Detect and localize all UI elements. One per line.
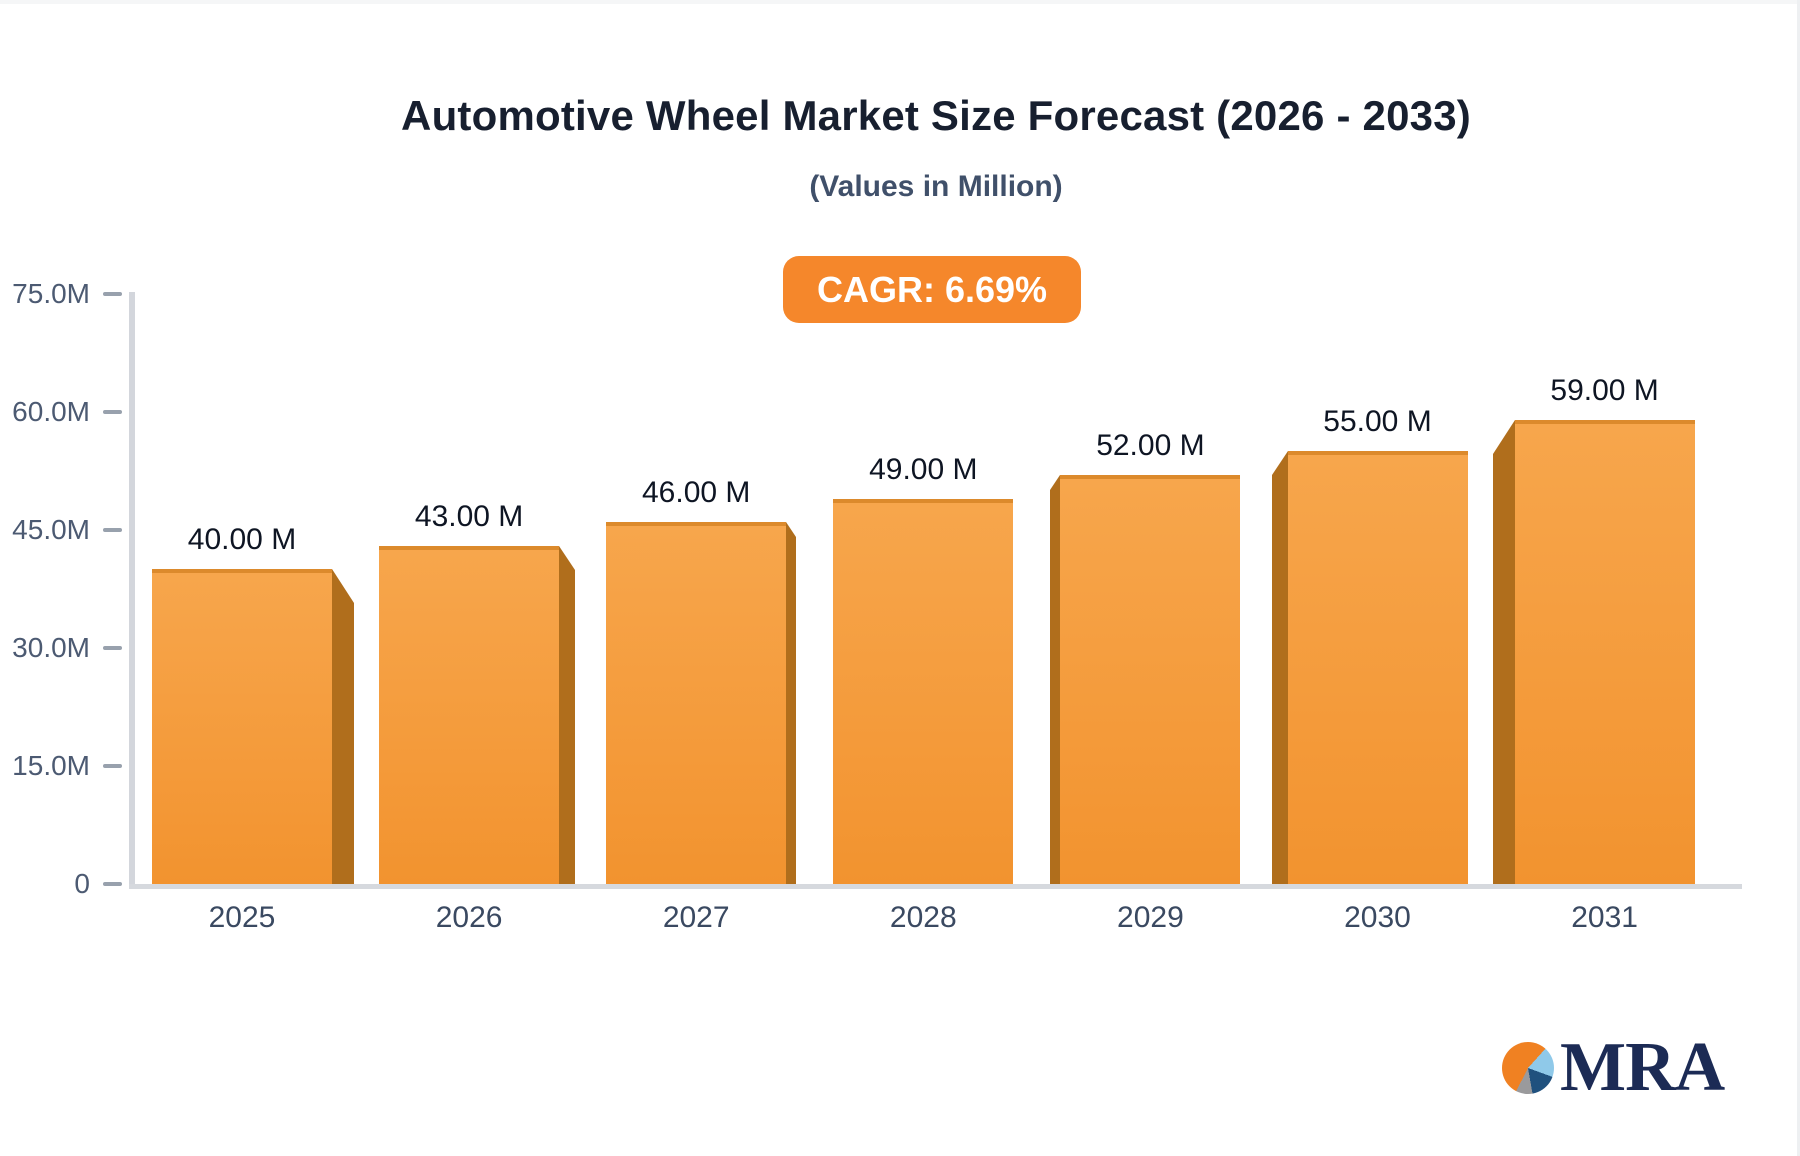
bar-3d-side bbox=[332, 569, 354, 884]
x-axis-line bbox=[129, 884, 1742, 889]
y-tick-label: 30.0M bbox=[12, 632, 90, 663]
y-tick-mark bbox=[103, 528, 122, 532]
chart-title: Automotive Wheel Market Size Forecast (2… bbox=[401, 92, 1471, 139]
x-tick-label: 2031 bbox=[1571, 901, 1638, 934]
chart-subtitle: (Values in Million) bbox=[809, 170, 1063, 203]
bar-value-label: 59.00 M bbox=[1550, 374, 1659, 407]
bar-value-label: 43.00 M bbox=[414, 500, 524, 533]
x-tick-label: 2027 bbox=[662, 901, 730, 934]
cagr-badge: CAGR: 6.69% bbox=[783, 256, 1082, 323]
y-tick-label: 15.0M bbox=[12, 750, 90, 781]
bar-2029 bbox=[1060, 475, 1240, 884]
bar-3d-side bbox=[1493, 420, 1515, 884]
bar-2027 bbox=[606, 522, 786, 884]
bar-value-label: 40.00 M bbox=[187, 523, 297, 556]
x-tick-label: 2029 bbox=[1117, 901, 1184, 934]
y-tick-label: 60.0M bbox=[12, 396, 90, 427]
x-tick-label: 2028 bbox=[889, 901, 957, 934]
bar-2026 bbox=[379, 546, 559, 884]
y-tick-mark bbox=[103, 292, 122, 296]
bar-value-label: 46.00 M bbox=[641, 476, 751, 509]
right-border-line bbox=[1797, 0, 1800, 1156]
bar-value-label: 49.00 M bbox=[869, 453, 978, 486]
y-tick-label: 0 bbox=[74, 868, 90, 899]
bar-3d-side bbox=[1050, 475, 1060, 884]
y-tick-mark bbox=[103, 882, 122, 886]
y-tick-mark bbox=[103, 646, 122, 650]
bar-2028 bbox=[833, 499, 1013, 884]
bar-2031 bbox=[1515, 420, 1695, 884]
bar-value-label: 55.00 M bbox=[1323, 405, 1432, 438]
bar-3d-side bbox=[1272, 451, 1288, 884]
bar-2030 bbox=[1288, 451, 1468, 884]
y-tick-mark bbox=[103, 410, 122, 414]
bar-2025 bbox=[152, 569, 332, 884]
y-tick-mark bbox=[103, 764, 122, 768]
x-tick-label: 2026 bbox=[435, 901, 503, 934]
y-tick-label: 45.0M bbox=[12, 514, 90, 545]
top-border-line bbox=[0, 0, 1800, 4]
bar-3d-side bbox=[786, 522, 796, 884]
brand-logo-text: MRA bbox=[1560, 1029, 1725, 1106]
y-tick-label: 75.0M bbox=[12, 278, 90, 309]
x-tick-label: 2030 bbox=[1344, 901, 1411, 934]
x-tick-label: 2025 bbox=[208, 901, 276, 934]
bar-3d-side bbox=[559, 546, 575, 884]
bar-value-label: 52.00 M bbox=[1096, 429, 1205, 462]
brand-logo: MRA bbox=[1502, 1029, 1725, 1106]
y-axis-line bbox=[129, 292, 135, 886]
pie-chart-logo-icon bbox=[1502, 1042, 1554, 1094]
